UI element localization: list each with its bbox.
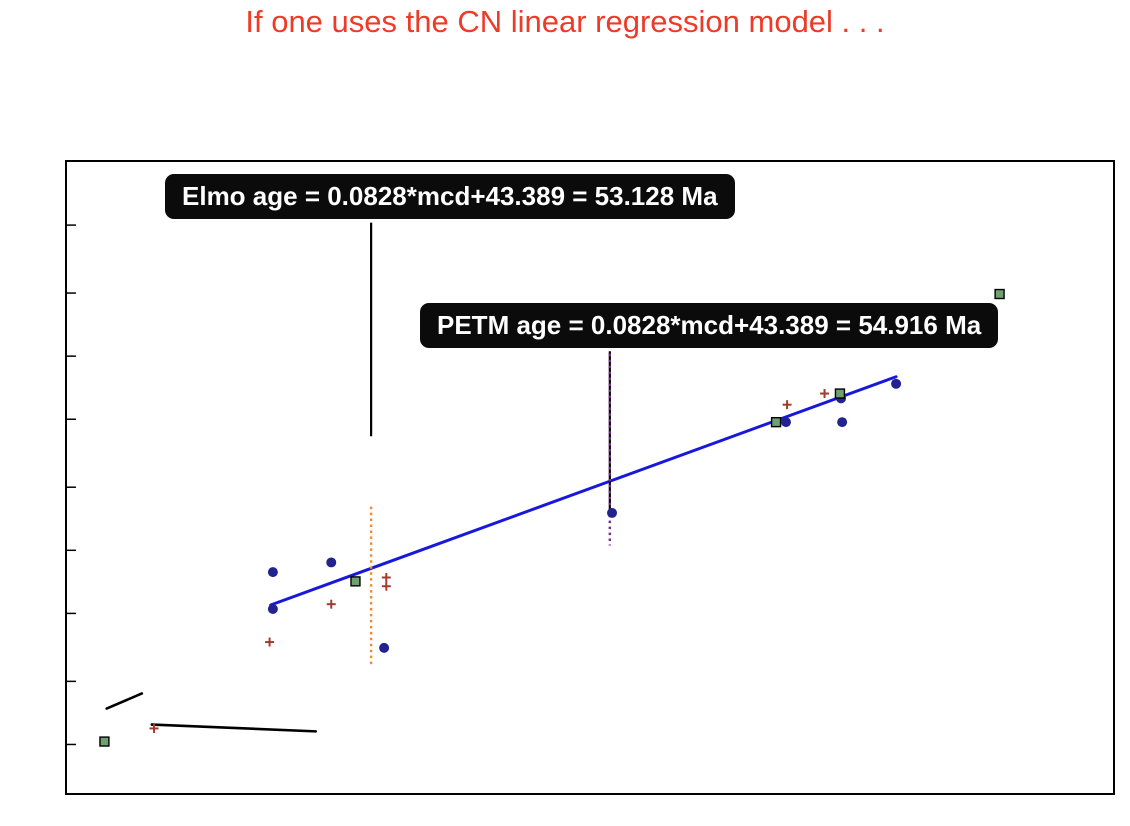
data-point-circle [781,417,791,428]
data-point-square [994,288,1005,300]
elmo-age-annotation: Elmo age = 0.0828*mcd+43.389 = 53.128 Ma [165,174,735,220]
data-point-circle [837,417,848,428]
regression-line [269,375,898,607]
data-point-circle [326,557,337,568]
petm-age-annotation: PETM age = 0.0828*mcd+43.389 = 54.916 Ma [420,303,999,349]
data-point-square [770,416,782,428]
data-point-square [99,736,110,747]
data-point-circle [891,378,902,389]
slide-title: If one uses the CN linear regression mod… [245,4,885,39]
data-point-circle [267,567,278,578]
black-line-segment [150,723,318,733]
data-point-circle [379,642,390,653]
chart-area [65,160,1115,795]
scatter-plot [67,222,1005,747]
data-point-square [834,388,846,399]
black-line-segment [105,692,144,710]
data-point-square [350,576,361,587]
data-point-circle [607,507,618,518]
data-point-circle [267,604,278,615]
